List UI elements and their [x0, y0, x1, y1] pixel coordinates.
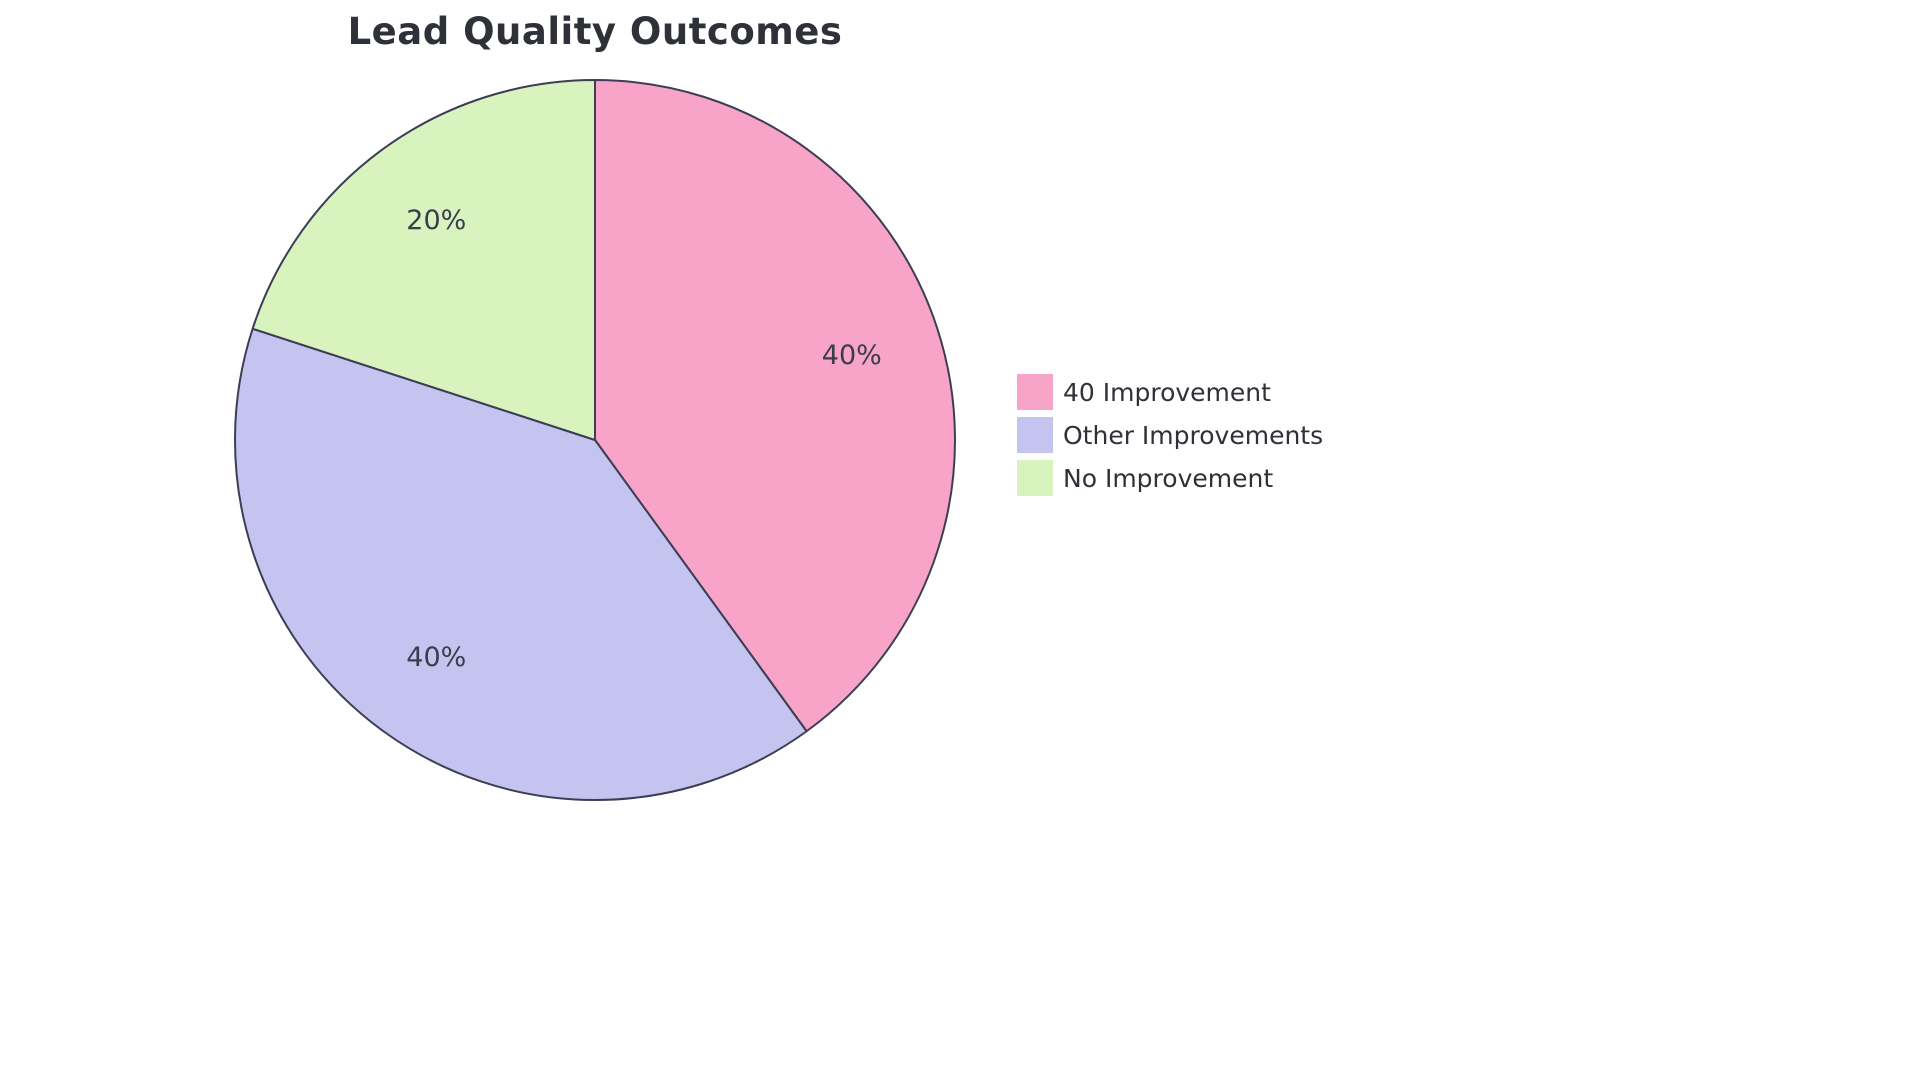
pie-slice-label: 20% [406, 205, 466, 236]
legend-label: Other Improvements [1063, 420, 1324, 450]
legend: 40 Improvement Other Improvements No Impro… [1017, 374, 1323, 503]
legend-label: 40 Improvement [1063, 377, 1271, 407]
legend-swatch [1017, 460, 1053, 496]
pie-slice-3 [251, 79, 596, 441]
legend-label: No Improvement [1063, 463, 1274, 493]
pie-slice-label: 40% [406, 642, 466, 673]
pie-slice-1 [594, 79, 956, 733]
legend-swatch [1017, 417, 1053, 453]
legend-swatch [1017, 374, 1053, 410]
chart-title: Lead Quality Outcomes [347, 10, 843, 53]
pie-slice-2 [234, 327, 808, 801]
pie-slice-label: 40% [822, 340, 882, 371]
legend-item: Other Improvements [1017, 417, 1323, 453]
legend-item: 40 Improvement [1017, 374, 1323, 410]
legend-item: No Improvement [1017, 460, 1323, 496]
